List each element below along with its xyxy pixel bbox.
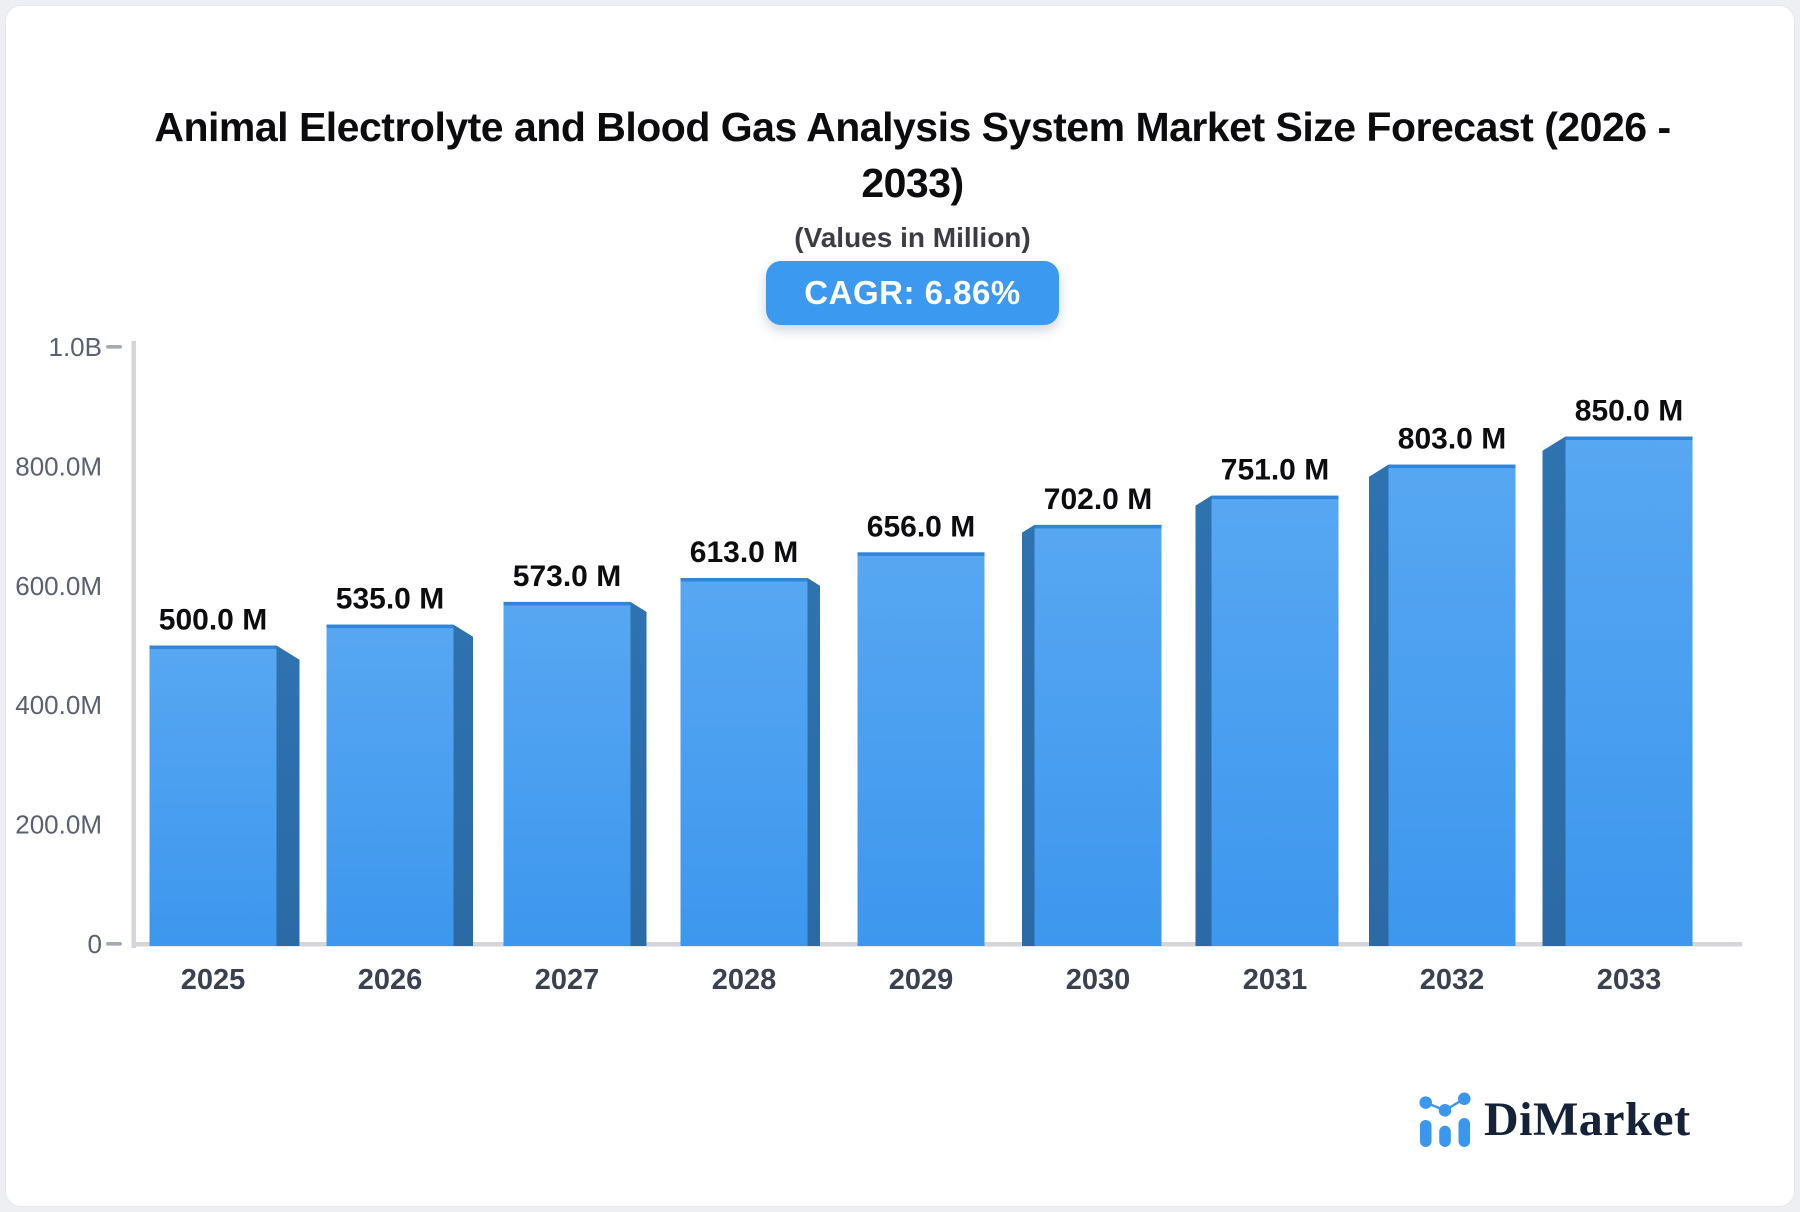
x-tick-label-2025: 2025	[181, 964, 246, 996]
logo-text: DiMarket	[1484, 1092, 1691, 1146]
bar-top-edge-2027	[503, 601, 631, 606]
x-tick-label-2027: 2027	[535, 964, 600, 996]
x-tick-label-2030: 2030	[1066, 964, 1131, 996]
bar-group-2031: 751.0 M	[1195, 454, 1339, 946]
bar-top-edge-2025	[149, 645, 277, 649]
chart-subtitle: (Values in Million)	[794, 222, 1031, 253]
bar-top-edge-2026	[326, 624, 454, 629]
y-axis-line	[131, 341, 136, 948]
bar-2031[interactable]	[1211, 495, 1339, 946]
y-tick-label-400.0M: 400.0M	[15, 690, 102, 720]
bar-top-edge-2033	[1565, 436, 1693, 441]
bar-2033[interactable]	[1565, 436, 1693, 946]
bar-chart-logo-icon	[1419, 1092, 1471, 1147]
y-tick-label-600.0M: 600.0M	[15, 571, 102, 601]
x-tick-label-2026: 2026	[358, 964, 423, 996]
x-tick-label-2029: 2029	[889, 964, 954, 996]
x-tick-label-2028: 2028	[712, 964, 777, 996]
dimarket-logo: DiMarket	[1418, 1088, 1691, 1150]
bar-2026[interactable]	[326, 624, 454, 946]
bar-2025[interactable]	[149, 645, 277, 947]
x-tick-label-2032: 2032	[1420, 964, 1485, 996]
bar-side-2033	[1542, 436, 1566, 946]
y-tick-label-800.0M: 800.0M	[15, 451, 102, 481]
bar-side-2030	[1022, 524, 1035, 946]
bar-side-2027	[630, 601, 647, 946]
bar-side-2031	[1195, 495, 1212, 946]
bar-value-label-2029: 656.0 M	[867, 510, 975, 543]
y-tick-dash	[106, 942, 122, 946]
bar-group-2032: 803.0 M	[1369, 423, 1516, 946]
bar-top-edge-2032	[1388, 464, 1516, 469]
chart-title-line2: 2033)	[861, 160, 964, 206]
bar-2030[interactable]	[1034, 524, 1162, 946]
x-tick-label-2033: 2033	[1597, 964, 1662, 996]
cagr-badge-row: CAGR: 6.86%	[25, 261, 1800, 325]
chart-title-line1: Animal Electrolyte and Blood Gas Analysi…	[154, 104, 1671, 150]
y-tick-label-0: 0	[88, 929, 102, 959]
bar-top-edge-2030	[1034, 524, 1162, 529]
bar-value-label-2027: 573.0 M	[513, 560, 621, 593]
y-tick-label-200.0M: 200.0M	[15, 810, 102, 840]
bar-value-label-2033: 850.0 M	[1575, 395, 1683, 428]
bar-group-2028: 613.0 M	[680, 536, 820, 946]
cagr-badge: CAGR: 6.86%	[766, 261, 1059, 325]
bar-2029[interactable]	[857, 552, 985, 946]
bar-group-2025: 500.0 M	[149, 604, 300, 947]
bar-group-2027: 573.0 M	[503, 560, 647, 946]
bar-group-2030: 702.0 M	[1022, 483, 1162, 946]
bar-side-2032	[1369, 464, 1389, 946]
y-tick-label-1.0B: 1.0B	[49, 332, 103, 362]
bar-top-edge-2028	[680, 578, 808, 582]
bar-group-2033: 850.0 M	[1542, 395, 1693, 946]
bar-top-edge-2029	[857, 552, 985, 556]
bar-value-label-2032: 803.0 M	[1398, 423, 1506, 456]
bar-value-label-2026: 535.0 M	[336, 583, 444, 616]
bar-value-label-2030: 702.0 M	[1044, 483, 1152, 516]
x-tick-label-2031: 2031	[1243, 964, 1308, 996]
bar-top-edge-2031	[1211, 495, 1339, 500]
bar-side-2025	[276, 645, 300, 946]
bar-value-label-2031: 751.0 M	[1221, 454, 1329, 487]
y-tick-dash	[106, 345, 122, 349]
bar-group-2026: 535.0 M	[326, 583, 473, 946]
bar-value-label-2025: 500.0 M	[159, 604, 267, 637]
bar-group-2029: 656.0 M	[857, 510, 985, 946]
bar-side-2026	[453, 624, 473, 946]
bar-side-2028	[807, 578, 820, 946]
bar-value-label-2028: 613.0 M	[690, 536, 798, 569]
bar-2032[interactable]	[1388, 464, 1516, 946]
bar-2028[interactable]	[680, 578, 808, 946]
bar-2027[interactable]	[503, 601, 631, 946]
